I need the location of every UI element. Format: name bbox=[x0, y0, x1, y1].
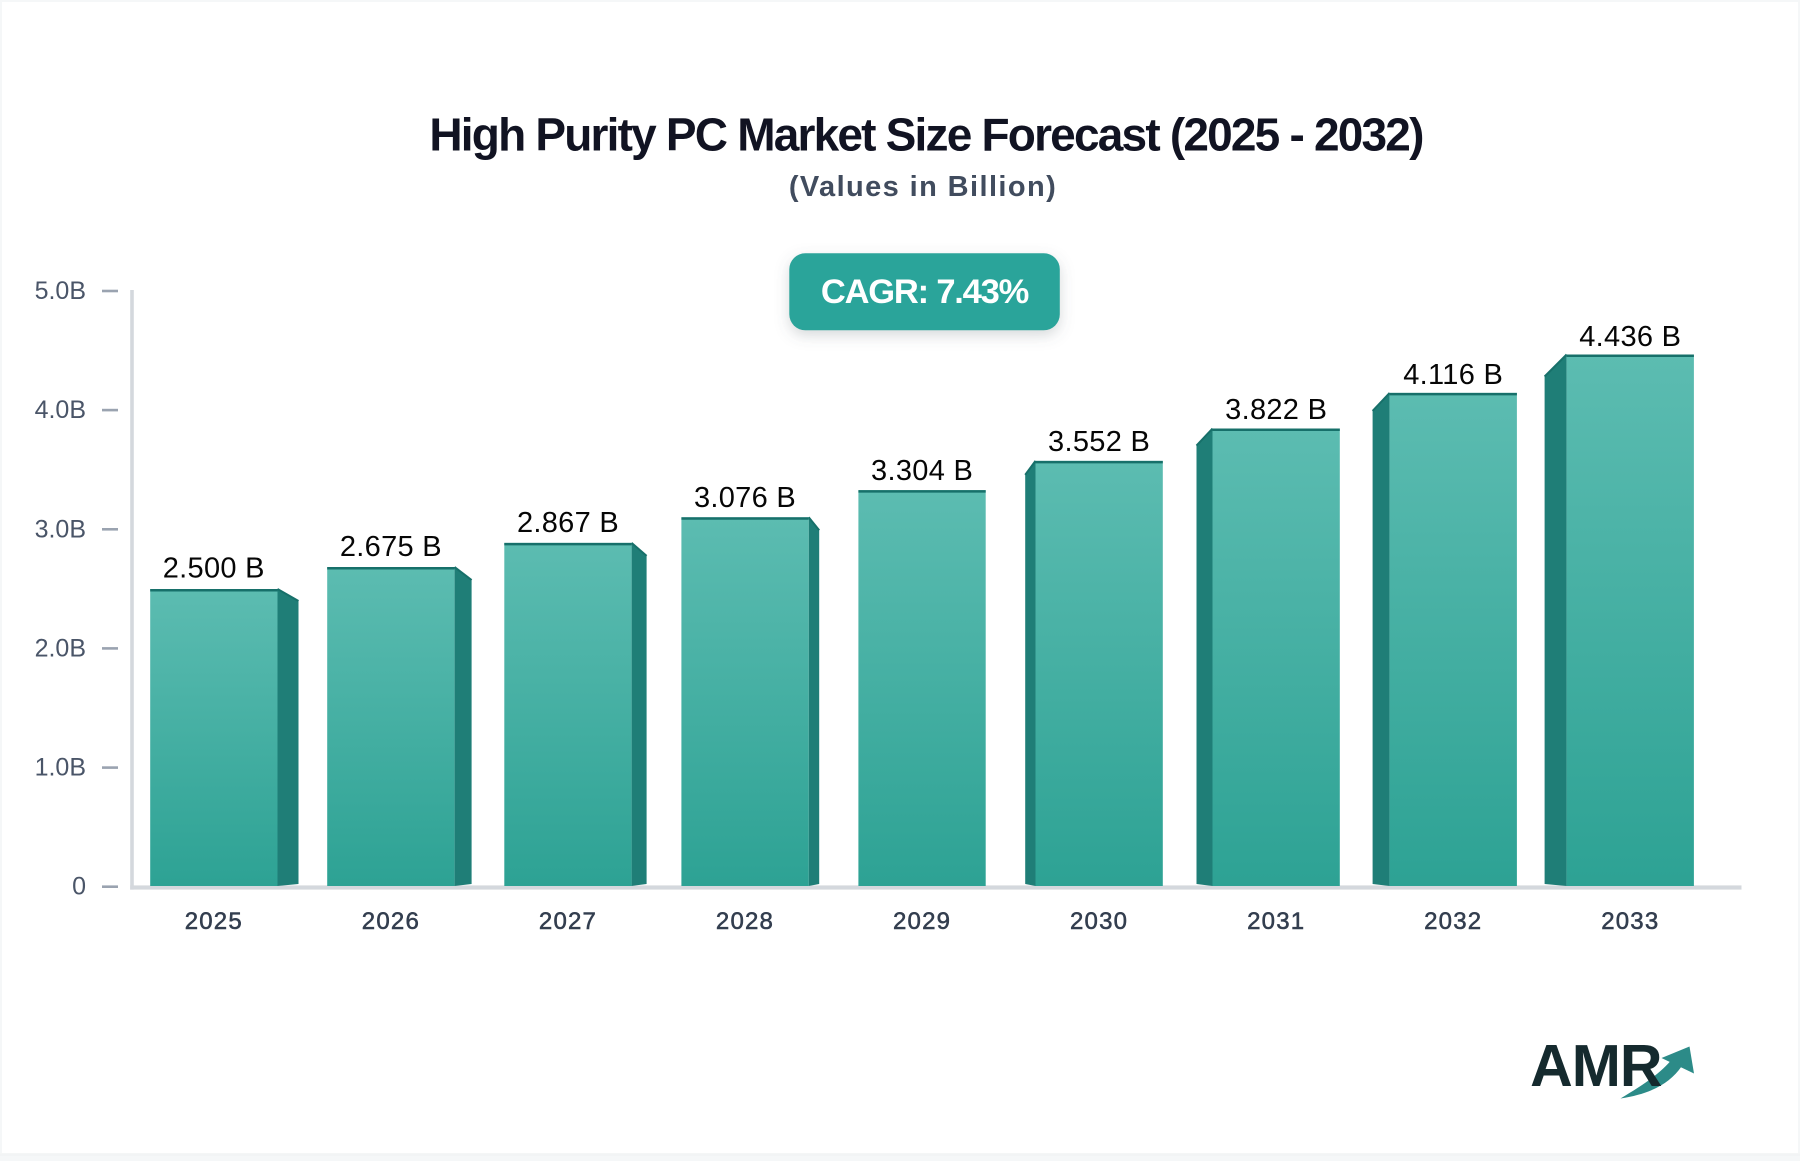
svg-text:2026: 2026 bbox=[362, 908, 420, 935]
svg-text:2.500 B: 2.500 B bbox=[163, 553, 265, 585]
svg-text:2029: 2029 bbox=[893, 908, 951, 935]
svg-text:2027: 2027 bbox=[539, 908, 597, 935]
svg-text:2.675 B: 2.675 B bbox=[340, 531, 442, 563]
svg-text:2.867 B: 2.867 B bbox=[517, 507, 619, 539]
svg-text:High Purity PC Market Size For: High Purity PC Market Size Forecast (202… bbox=[429, 109, 1423, 161]
svg-text:2030: 2030 bbox=[1070, 908, 1128, 935]
svg-text:2031: 2031 bbox=[1247, 908, 1305, 935]
svg-text:2032: 2032 bbox=[1424, 908, 1482, 935]
svg-text:4.436 B: 4.436 B bbox=[1579, 321, 1681, 353]
svg-text:3.304 B: 3.304 B bbox=[871, 455, 973, 487]
svg-text:0: 0 bbox=[72, 873, 86, 901]
svg-text:1.0B: 1.0B bbox=[35, 754, 86, 782]
svg-text:4.0B: 4.0B bbox=[35, 396, 86, 424]
svg-text:4.116 B: 4.116 B bbox=[1403, 359, 1503, 391]
svg-text:2.0B: 2.0B bbox=[35, 634, 86, 662]
svg-text:2025: 2025 bbox=[185, 908, 243, 935]
svg-text:3.076 B: 3.076 B bbox=[694, 482, 796, 514]
svg-text:CAGR: 7.43%: CAGR: 7.43% bbox=[821, 273, 1029, 311]
svg-text:3.822 B: 3.822 B bbox=[1225, 394, 1327, 426]
svg-text:2028: 2028 bbox=[716, 908, 774, 935]
svg-text:3.0B: 3.0B bbox=[35, 515, 86, 543]
svg-text:(Values in Billion): (Values in Billion) bbox=[789, 171, 1057, 203]
svg-text:5.0B: 5.0B bbox=[35, 277, 86, 305]
svg-text:AMR: AMR bbox=[1530, 1033, 1662, 1099]
svg-text:2033: 2033 bbox=[1601, 908, 1659, 935]
svg-text:3.552 B: 3.552 B bbox=[1048, 426, 1150, 458]
